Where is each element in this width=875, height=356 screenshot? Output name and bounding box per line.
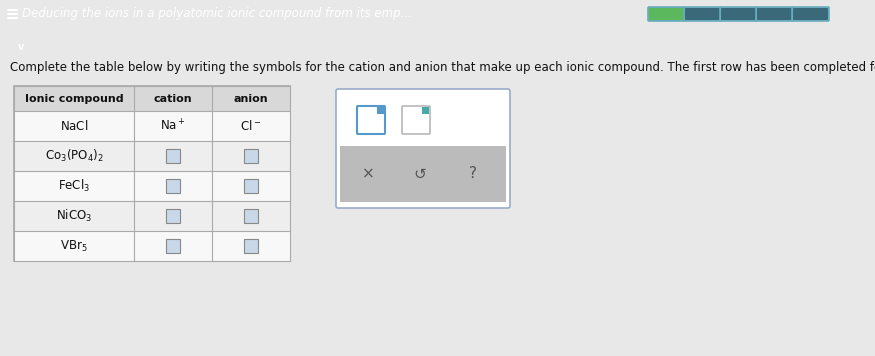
Text: cation: cation: [154, 94, 192, 104]
Text: $\mathregular{NiCO_3}$: $\mathregular{NiCO_3}$: [56, 208, 92, 224]
Text: ?: ?: [469, 167, 477, 182]
Text: anion: anion: [234, 94, 269, 104]
FancyBboxPatch shape: [649, 8, 684, 20]
FancyBboxPatch shape: [757, 8, 792, 20]
Bar: [422, 107, 429, 114]
FancyBboxPatch shape: [683, 6, 722, 21]
Text: $\mathregular{FeCl_3}$: $\mathregular{FeCl_3}$: [58, 178, 90, 194]
Bar: [14, 86, 290, 261]
FancyBboxPatch shape: [685, 8, 720, 20]
Text: $\mathregular{VBr_5}$: $\mathregular{VBr_5}$: [60, 239, 88, 253]
Text: $\mathregular{Cl^-}$: $\mathregular{Cl^-}$: [241, 119, 262, 133]
Bar: [244, 209, 258, 223]
FancyBboxPatch shape: [792, 6, 829, 21]
Bar: [14, 201, 290, 231]
FancyBboxPatch shape: [719, 6, 758, 21]
Bar: [166, 179, 180, 193]
FancyBboxPatch shape: [793, 8, 828, 20]
FancyBboxPatch shape: [755, 6, 794, 21]
Text: ×: ×: [361, 167, 374, 182]
Text: v: v: [18, 42, 24, 52]
Bar: [340, 146, 506, 202]
FancyBboxPatch shape: [648, 6, 685, 21]
Bar: [14, 141, 290, 171]
Text: $\mathregular{Co_3(PO_4)_2}$: $\mathregular{Co_3(PO_4)_2}$: [45, 148, 103, 164]
FancyBboxPatch shape: [402, 106, 430, 134]
Bar: [14, 111, 290, 141]
Text: $\mathregular{Na^+}$: $\mathregular{Na^+}$: [160, 118, 186, 134]
Text: $\mathregular{NaCl}$: $\mathregular{NaCl}$: [60, 119, 88, 133]
Bar: [377, 107, 384, 114]
Bar: [166, 239, 180, 253]
Bar: [244, 239, 258, 253]
Bar: [14, 171, 290, 201]
Bar: [244, 149, 258, 163]
Text: Complete the table below by writing the symbols for the cation and anion that ma: Complete the table below by writing the …: [10, 61, 875, 74]
Text: Deducing the ions in a polyatomic ionic compound from its emp...: Deducing the ions in a polyatomic ionic …: [22, 7, 412, 21]
FancyBboxPatch shape: [721, 8, 756, 20]
Text: Ionic compound: Ionic compound: [24, 94, 123, 104]
Bar: [14, 231, 290, 261]
FancyBboxPatch shape: [336, 89, 510, 208]
Bar: [166, 209, 180, 223]
Text: ↺: ↺: [414, 167, 426, 182]
FancyBboxPatch shape: [357, 106, 385, 134]
Bar: [14, 86, 290, 111]
Bar: [166, 149, 180, 163]
Bar: [244, 179, 258, 193]
